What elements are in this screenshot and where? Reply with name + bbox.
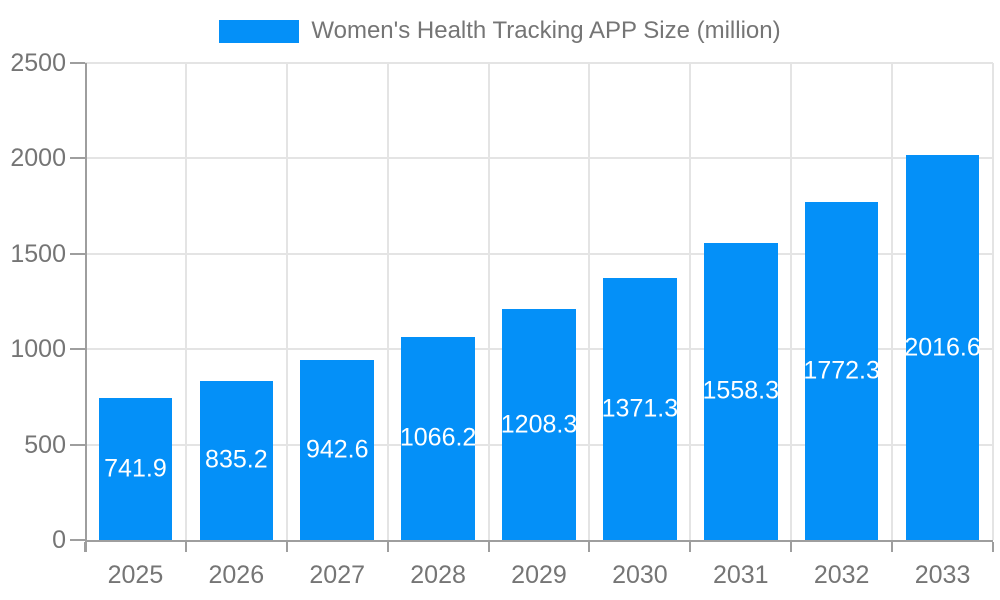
bar-2026[interactable] — [199, 380, 274, 540]
x-axis-tick — [184, 542, 187, 552]
x-gridline — [588, 63, 591, 540]
x-gridline — [689, 63, 692, 540]
bar-2029[interactable] — [502, 309, 576, 540]
x-axis-tick — [487, 542, 490, 552]
x-gridline — [891, 63, 894, 540]
y-tick-label: 1500 — [10, 239, 66, 268]
legend-label: Women's Health Tracking APP Size (millio… — [311, 17, 781, 44]
x-tick-label: 2026 — [208, 561, 265, 589]
x-tick-label: 2025 — [107, 561, 164, 589]
y-axis-tick — [70, 443, 85, 446]
x-axis-tick — [285, 542, 288, 552]
y-tick-label: 0 — [52, 526, 66, 554]
x-tick-label: 2027 — [309, 561, 366, 589]
x-gridline — [285, 63, 288, 540]
x-axis-tick — [891, 542, 894, 552]
x-gridline — [184, 63, 187, 540]
x-tick-label: 2033 — [914, 561, 971, 589]
y-tick-label: 2500 — [10, 49, 66, 77]
bar-2030[interactable] — [603, 278, 677, 540]
chart-legend[interactable]: Women's Health Tracking APP Size (millio… — [0, 16, 1000, 46]
x-gridline — [386, 63, 389, 540]
bar-2031[interactable] — [703, 242, 778, 540]
x-axis-tick — [790, 542, 793, 552]
y-tick-label: 500 — [24, 430, 66, 459]
y-tick-label: 2000 — [10, 144, 66, 173]
y-axis-tick — [70, 348, 85, 351]
x-axis-tick — [588, 542, 591, 552]
y-axis-tick — [70, 62, 85, 64]
x-tick-label: 2032 — [813, 561, 870, 589]
x-gridline — [992, 63, 994, 540]
y-gridline — [85, 252, 993, 255]
x-tick-label: 2028 — [410, 561, 466, 589]
bar-2032[interactable] — [804, 201, 879, 540]
y-axis-tick — [70, 539, 85, 541]
x-gridline — [487, 63, 490, 540]
x-axis-tick — [689, 542, 692, 552]
bar-2033[interactable] — [905, 155, 980, 540]
y-gridline — [85, 62, 993, 64]
y-gridline — [85, 157, 993, 160]
y-axis-line — [85, 63, 87, 552]
y-axis-tick — [70, 252, 85, 255]
x-axis-line — [85, 540, 993, 542]
bar-2028[interactable] — [401, 336, 475, 540]
x-gridline — [790, 63, 793, 540]
x-axis-tick — [386, 542, 389, 552]
y-tick-label: 1000 — [10, 335, 66, 364]
bar-2027[interactable] — [300, 360, 375, 540]
x-axis-tick — [992, 542, 994, 552]
legend-swatch — [219, 19, 300, 43]
x-tick-label: 2031 — [712, 561, 769, 589]
x-tick-label: 2029 — [511, 561, 567, 589]
y-axis-tick — [70, 157, 85, 160]
x-tick-label: 2030 — [612, 561, 668, 589]
bar-2025[interactable] — [98, 398, 173, 540]
